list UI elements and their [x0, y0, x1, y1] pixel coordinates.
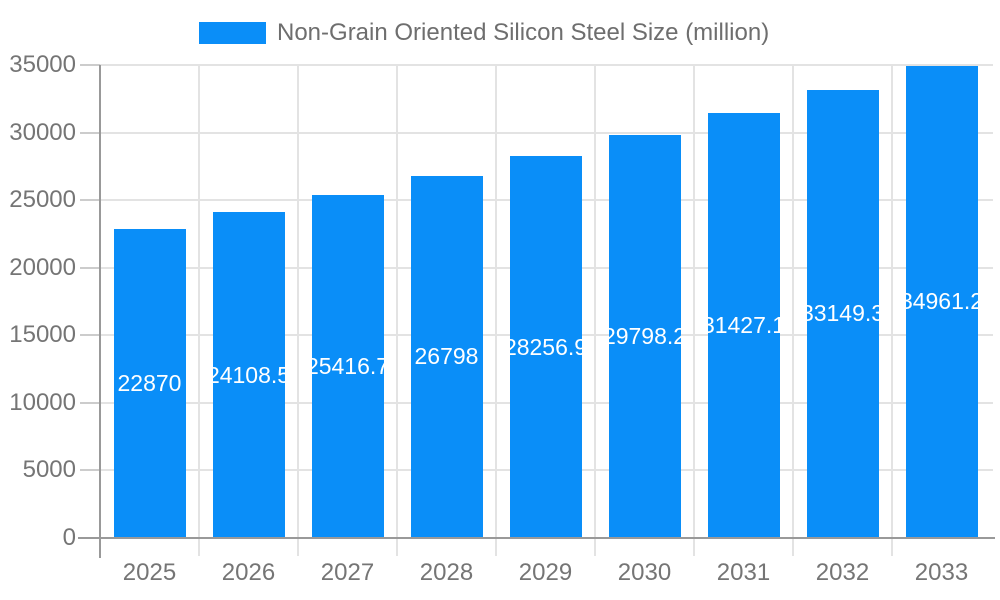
bar-value-label: 26798 [414, 343, 479, 370]
v-gridline [396, 65, 398, 556]
y-axis-tick [80, 199, 100, 202]
v-gridline [693, 65, 695, 556]
bar-value-label: 31427.1 [707, 312, 780, 339]
bar[interactable]: 29798.2 [608, 135, 681, 538]
bar[interactable]: 33149.3 [806, 90, 879, 538]
h-gridline [100, 131, 993, 134]
x-tick-label: 2030 [617, 559, 672, 586]
bar[interactable]: 28256.9 [509, 156, 582, 538]
v-gridline [297, 65, 299, 556]
x-tick-label: 2027 [320, 559, 375, 586]
y-tick-label: 0 [62, 524, 76, 551]
bar-value-label: 22870 [117, 369, 182, 396]
h-gridline [100, 64, 993, 66]
bar-value-label: 24108.5 [212, 361, 285, 388]
v-gridline [891, 65, 893, 556]
y-tick-label: 5000 [22, 456, 76, 484]
x-tick-label: 2025 [122, 559, 177, 586]
bar-value-label: 28256.9 [509, 333, 582, 360]
y-axis-tick [80, 64, 100, 66]
x-axis-line [78, 537, 995, 539]
bar[interactable]: 22870 [113, 228, 186, 538]
x-tick-label: 2028 [419, 559, 474, 586]
legend-item[interactable]: Non-Grain Oriented Silicon Steel Size (m… [199, 21, 769, 45]
y-axis-tick [80, 334, 100, 337]
v-gridline [495, 65, 497, 556]
legend: Non-Grain Oriented Silicon Steel Size (m… [199, 21, 769, 45]
bar[interactable]: 31427.1 [707, 113, 780, 538]
y-tick-label: 25000 [9, 186, 76, 214]
legend-swatch-icon [199, 22, 266, 44]
v-gridline [594, 65, 596, 556]
y-tick-label: 15000 [9, 321, 76, 349]
x-tick-label: 2026 [221, 559, 276, 586]
bar-value-label: 34961.2 [905, 288, 978, 315]
x-tick-label: 2032 [815, 559, 870, 586]
bar[interactable]: 24108.5 [212, 212, 285, 538]
x-tick-label: 2033 [914, 559, 969, 586]
y-tick-label: 30000 [9, 118, 76, 146]
y-axis-tick [80, 131, 100, 134]
y-axis-tick [80, 401, 100, 404]
y-axis-tick [80, 266, 100, 269]
bar-value-label: 29798.2 [608, 323, 681, 350]
y-axis-tick [80, 469, 100, 472]
x-tick-label: 2029 [518, 559, 573, 586]
v-gridline [792, 65, 794, 556]
y-tick-label: 35000 [9, 51, 76, 78]
x-tick-label: 2031 [716, 559, 771, 586]
bar[interactable]: 26798 [410, 175, 483, 538]
y-tick-label: 20000 [9, 253, 76, 281]
legend-label: Non-Grain Oriented Silicon Steel Size (m… [277, 19, 770, 46]
bar[interactable]: 25416.7 [311, 194, 384, 538]
y-tick-label: 10000 [9, 388, 76, 416]
v-gridline [198, 65, 200, 556]
bar-value-label: 33149.3 [806, 300, 879, 327]
bar-value-label: 25416.7 [311, 352, 384, 379]
bar[interactable]: 34961.2 [905, 65, 978, 538]
y-axis-line [99, 65, 101, 558]
